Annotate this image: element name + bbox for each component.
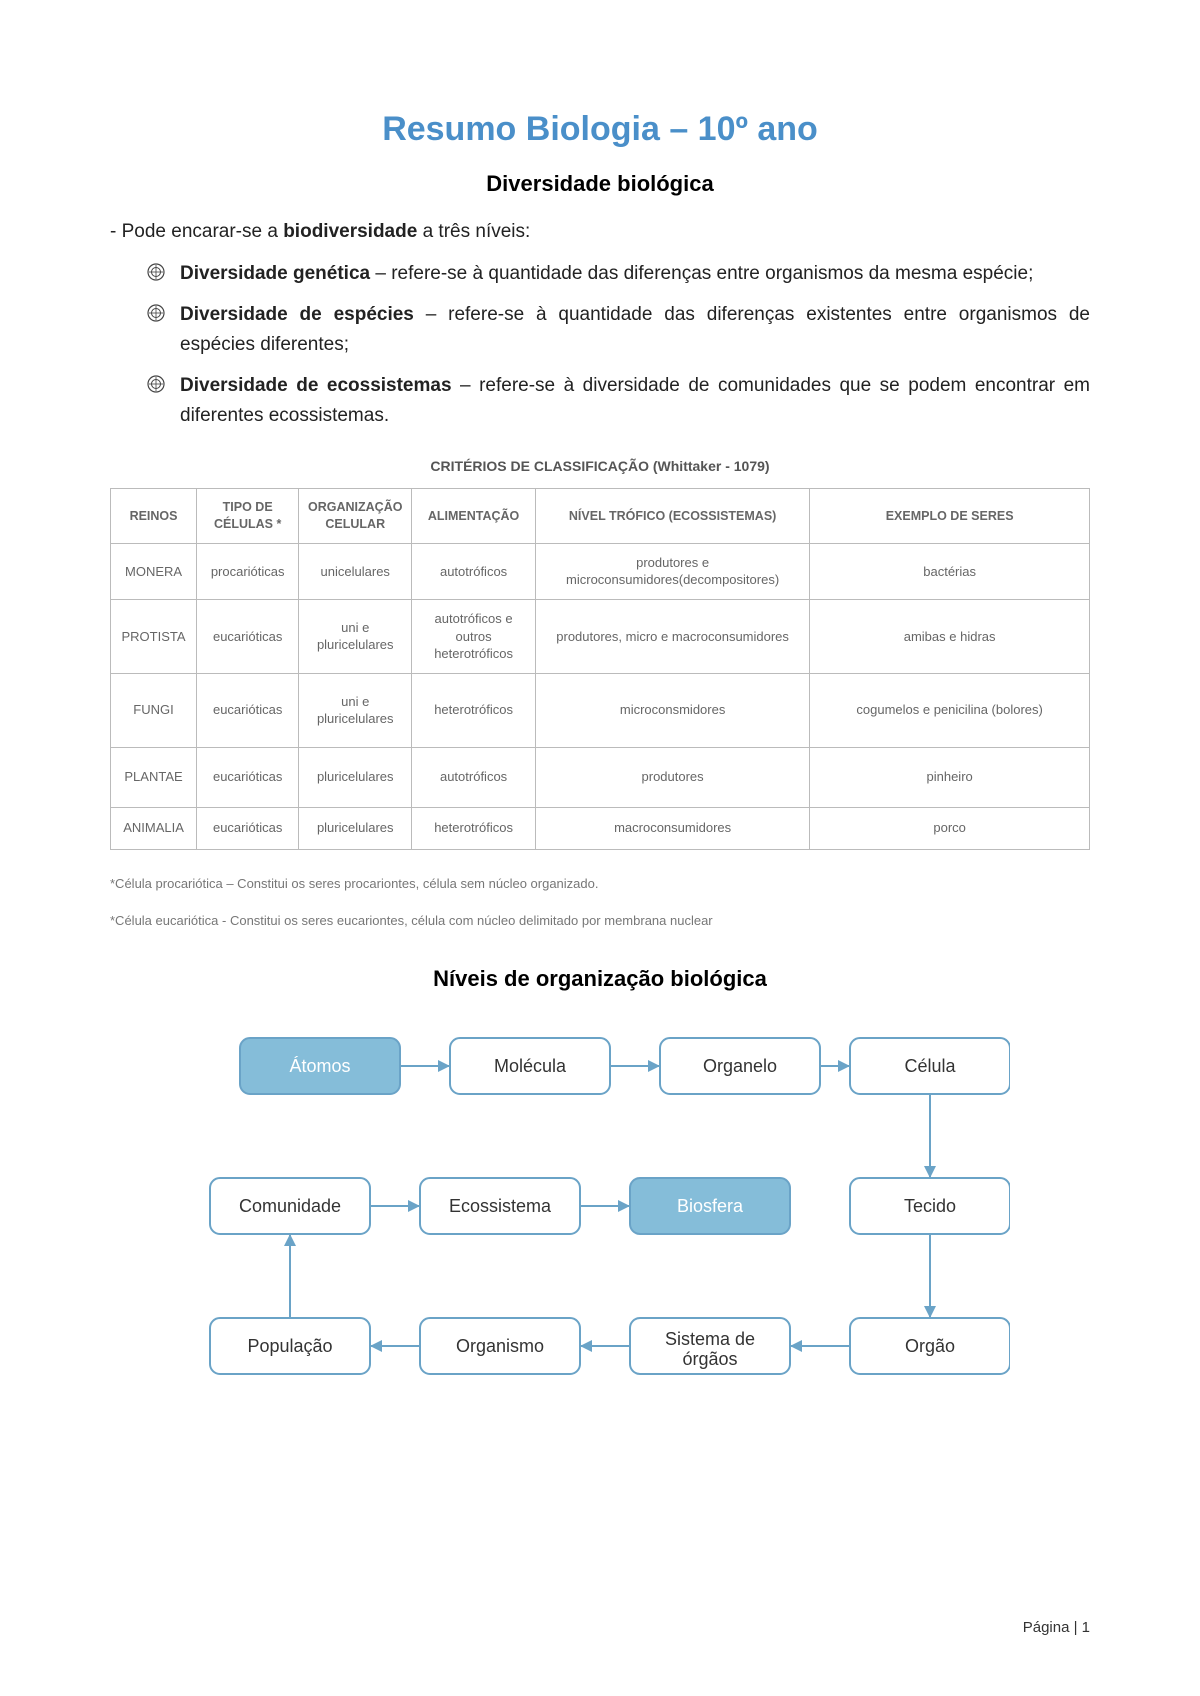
- diagram-node: Biosfera: [630, 1178, 790, 1234]
- diagram-node: Orgão: [850, 1318, 1010, 1374]
- intro-suffix: a três níveis:: [417, 221, 530, 242]
- diagram-node-label: Célula: [904, 1056, 956, 1076]
- table-cell: microconsmidores: [535, 673, 809, 747]
- bullet-lead: Diversidade genética: [180, 263, 370, 284]
- table-cell: porco: [810, 807, 1090, 849]
- diagram-node-label: Comunidade: [239, 1196, 341, 1216]
- table-row: FUNGIeucarióticasuni e pluricelulareshet…: [111, 673, 1090, 747]
- diagram-node: Comunidade: [210, 1178, 370, 1234]
- page-number: Página | 1: [1023, 1619, 1090, 1636]
- classification-table: REINOSTIPO DE CÉLULAS *ORGANIZAÇÃO CELUL…: [110, 488, 1090, 849]
- footnotes: *Célula procariótica – Constitui os sere…: [110, 872, 1090, 933]
- diagram-node-label: Organelo: [703, 1056, 777, 1076]
- table-cell: autotróficos e outros heterotróficos: [412, 600, 536, 674]
- page-title: Resumo Biologia – 10º ano: [110, 110, 1090, 149]
- table-cell: heterotróficos: [412, 673, 536, 747]
- table-cell: bactérias: [810, 543, 1090, 599]
- table-cell: procarióticas: [197, 543, 299, 599]
- diagram-node: Átomos: [240, 1038, 400, 1094]
- table-row: ANIMALIAeucarióticaspluricelulareshetero…: [111, 807, 1090, 849]
- table-row: PROTISTAeucarióticasuni e pluricelulares…: [111, 600, 1090, 674]
- table-row-head: PLANTAE: [111, 747, 197, 807]
- diagram-node-label: Sistema de: [665, 1329, 755, 1349]
- diagram-node-label: Organismo: [456, 1336, 544, 1356]
- table-header-cell: NÍVEL TRÓFICO (ECOSSISTEMAS): [535, 489, 809, 544]
- org-levels-diagram: Átomos Molécula Organelo Célula Comunidade Ec…: [190, 1018, 1010, 1418]
- table-cell: uni e pluricelulares: [299, 600, 412, 674]
- intro-paragraph: - Pode encarar-se a biodiversidade a trê…: [110, 221, 1090, 243]
- footnote: *Célula procariótica – Constitui os sere…: [110, 872, 1090, 895]
- bullet-lead: Diversidade de espécies: [180, 304, 414, 325]
- diagram-node-label: População: [247, 1336, 332, 1356]
- table-cell: eucarióticas: [197, 673, 299, 747]
- diagram-node: Sistema deórgãos: [630, 1318, 790, 1374]
- table-row-head: MONERA: [111, 543, 197, 599]
- bullet-list: Diversidade genética – refere-se à quant…: [110, 259, 1090, 430]
- table-cell: autotróficos: [412, 543, 536, 599]
- diagram-svg: Átomos Molécula Organelo Célula Comunidade Ec…: [190, 1018, 1010, 1418]
- table-header-row: REINOSTIPO DE CÉLULAS *ORGANIZAÇÃO CELUL…: [111, 489, 1090, 544]
- intro-prefix: - Pode encarar-se a: [110, 221, 283, 242]
- footnote: *Célula eucariótica - Constitui os seres…: [110, 909, 1090, 932]
- table-cell: autotróficos: [412, 747, 536, 807]
- table-cell: eucarióticas: [197, 807, 299, 849]
- bullet-icon: [146, 303, 166, 323]
- table-cell: pinheiro: [810, 747, 1090, 807]
- diagram-node-label: Biosfera: [677, 1196, 744, 1216]
- table-cell: cogumelos e penicilina (bolores): [810, 673, 1090, 747]
- table-cell: eucarióticas: [197, 600, 299, 674]
- diagram-node: Célula: [850, 1038, 1010, 1094]
- diagram-node: População: [210, 1318, 370, 1374]
- table-cell: pluricelulares: [299, 747, 412, 807]
- document-page: Resumo Biologia – 10º ano Diversidade bi…: [0, 0, 1200, 1696]
- diagram-node: Tecido: [850, 1178, 1010, 1234]
- diagram-node-label: Ecossistema: [449, 1196, 552, 1216]
- table-cell: heterotróficos: [412, 807, 536, 849]
- table-row-head: ANIMALIA: [111, 807, 197, 849]
- table-cell: produtores: [535, 747, 809, 807]
- table-header-cell: EXEMPLO DE SERES: [810, 489, 1090, 544]
- diagram-node-label: Átomos: [289, 1056, 350, 1076]
- diagram-node: Organismo: [420, 1318, 580, 1374]
- bullet-text: – refere-se à quantidade das diferenças …: [370, 263, 1033, 284]
- list-item: Diversidade de ecossistemas – refere-se …: [146, 371, 1090, 430]
- list-item: Diversidade de espécies – refere-se à qu…: [146, 300, 1090, 359]
- table-cell: macroconsumidores: [535, 807, 809, 849]
- bullet-icon: [146, 262, 166, 282]
- intro-bold: biodiversidade: [283, 221, 417, 242]
- table-header-cell: ORGANIZAÇÃO CELULAR: [299, 489, 412, 544]
- table-header-cell: ALIMENTAÇÃO: [412, 489, 536, 544]
- table-row-head: PROTISTA: [111, 600, 197, 674]
- diagram-node-label: Molécula: [494, 1056, 567, 1076]
- diagram-node-label: Tecido: [904, 1196, 956, 1216]
- table-row-head: FUNGI: [111, 673, 197, 747]
- diagram-node: Ecossistema: [420, 1178, 580, 1234]
- table-cell: pluricelulares: [299, 807, 412, 849]
- table-caption: CRITÉRIOS DE CLASSIFICAÇÃO (Whittaker - …: [110, 458, 1090, 474]
- section-heading: Níveis de organização biológica: [110, 966, 1090, 992]
- table-row: MONERAprocarióticasunicelularesautotrófi…: [111, 543, 1090, 599]
- diagram-node: Molécula: [450, 1038, 610, 1094]
- diagram-node-label: Orgão: [905, 1336, 955, 1356]
- table-cell: unicelulares: [299, 543, 412, 599]
- bullet-lead: Diversidade de ecossistemas: [180, 375, 452, 396]
- table-cell: amibas e hidras: [810, 600, 1090, 674]
- section-heading: Diversidade biológica: [110, 171, 1090, 197]
- table-cell: eucarióticas: [197, 747, 299, 807]
- bullet-icon: [146, 374, 166, 394]
- table-header-cell: REINOS: [111, 489, 197, 544]
- table-cell: produtores, micro e macroconsumidores: [535, 600, 809, 674]
- table-cell: uni e pluricelulares: [299, 673, 412, 747]
- list-item: Diversidade genética – refere-se à quant…: [146, 259, 1090, 288]
- table-header-cell: TIPO DE CÉLULAS *: [197, 489, 299, 544]
- diagram-node: Organelo: [660, 1038, 820, 1094]
- diagram-node-label: órgãos: [682, 1349, 737, 1369]
- table-row: PLANTAEeucarióticaspluricelularesautotró…: [111, 747, 1090, 807]
- table-cell: produtores e microconsumidores(decomposi…: [535, 543, 809, 599]
